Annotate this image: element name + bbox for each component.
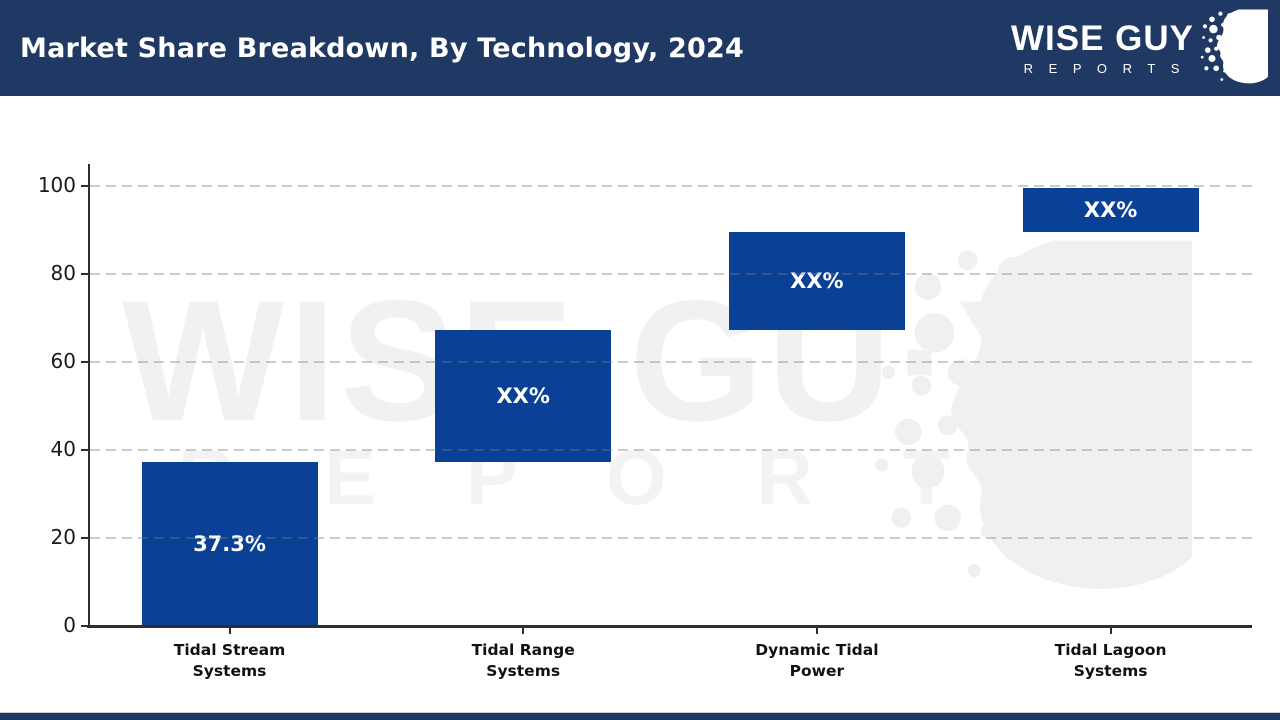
bar-dynamic-tidal-power: XX% bbox=[728, 231, 905, 330]
footer-bar bbox=[0, 713, 1280, 720]
footer-divider bbox=[0, 712, 1280, 713]
gridline-y-20 bbox=[90, 537, 1252, 539]
bar-tidal-range-systems: XX% bbox=[435, 329, 612, 462]
y-tick-100 bbox=[81, 185, 88, 187]
watermark-face-icon bbox=[875, 240, 1192, 589]
bar-tidal-stream-systems: 37.3% bbox=[141, 461, 318, 626]
gridline-y-40 bbox=[90, 449, 1252, 451]
y-tick-label-80: 80 bbox=[50, 261, 76, 285]
x-tick-0 bbox=[228, 627, 231, 634]
logo-reports-text: R E P O R T S bbox=[1023, 61, 1186, 76]
y-tick-label-0: 0 bbox=[63, 613, 76, 637]
bar-value-label: XX% bbox=[496, 383, 550, 408]
y-tick-0 bbox=[81, 625, 88, 627]
x-category-label-0: Tidal Stream Systems bbox=[173, 641, 286, 680]
bar-value-label: XX% bbox=[1083, 197, 1138, 222]
x-tick-3 bbox=[1109, 627, 1112, 634]
logo-wordmark: WISE GUY bbox=[1010, 19, 1194, 58]
gridline-y-80 bbox=[90, 273, 1252, 275]
y-axis bbox=[88, 164, 90, 628]
gridline-y-100 bbox=[90, 185, 1252, 187]
wiseguy-logo: WISE GUY R E P O R T S bbox=[1011, 8, 1280, 88]
x-category-label-2: Dynamic Tidal Power bbox=[755, 641, 879, 680]
y-tick-label-40: 40 bbox=[50, 437, 76, 461]
x-category-label-3: Tidal Lagoon Systems bbox=[1054, 641, 1167, 680]
y-tick-label-60: 60 bbox=[50, 349, 76, 373]
y-tick-label-100: 100 bbox=[37, 173, 76, 197]
x-tick-2 bbox=[815, 627, 818, 634]
header-bar: Market Share Breakdown, By Technology, 2… bbox=[0, 0, 1280, 96]
x-axis bbox=[87, 625, 1252, 628]
x-category-label-1: Tidal Range Systems bbox=[471, 641, 575, 680]
wiseguy-logo-text: WISE GUY R E P O R T S bbox=[1011, 21, 1194, 75]
y-tick-60 bbox=[81, 361, 88, 363]
logo-face-icon bbox=[1200, 9, 1268, 84]
x-tick-1 bbox=[522, 627, 525, 634]
gridline-y-60 bbox=[90, 361, 1252, 363]
y-tick-40 bbox=[81, 449, 88, 451]
bar-value-label: 37.3% bbox=[193, 531, 266, 556]
y-tick-label-20: 20 bbox=[50, 525, 76, 549]
bar-tidal-lagoon-systems: XX% bbox=[1022, 187, 1199, 232]
y-tick-20 bbox=[81, 537, 88, 539]
y-tick-80 bbox=[81, 273, 88, 275]
page-title: Market Share Breakdown, By Technology, 2… bbox=[20, 32, 745, 64]
bar-value-label: XX% bbox=[790, 268, 844, 293]
